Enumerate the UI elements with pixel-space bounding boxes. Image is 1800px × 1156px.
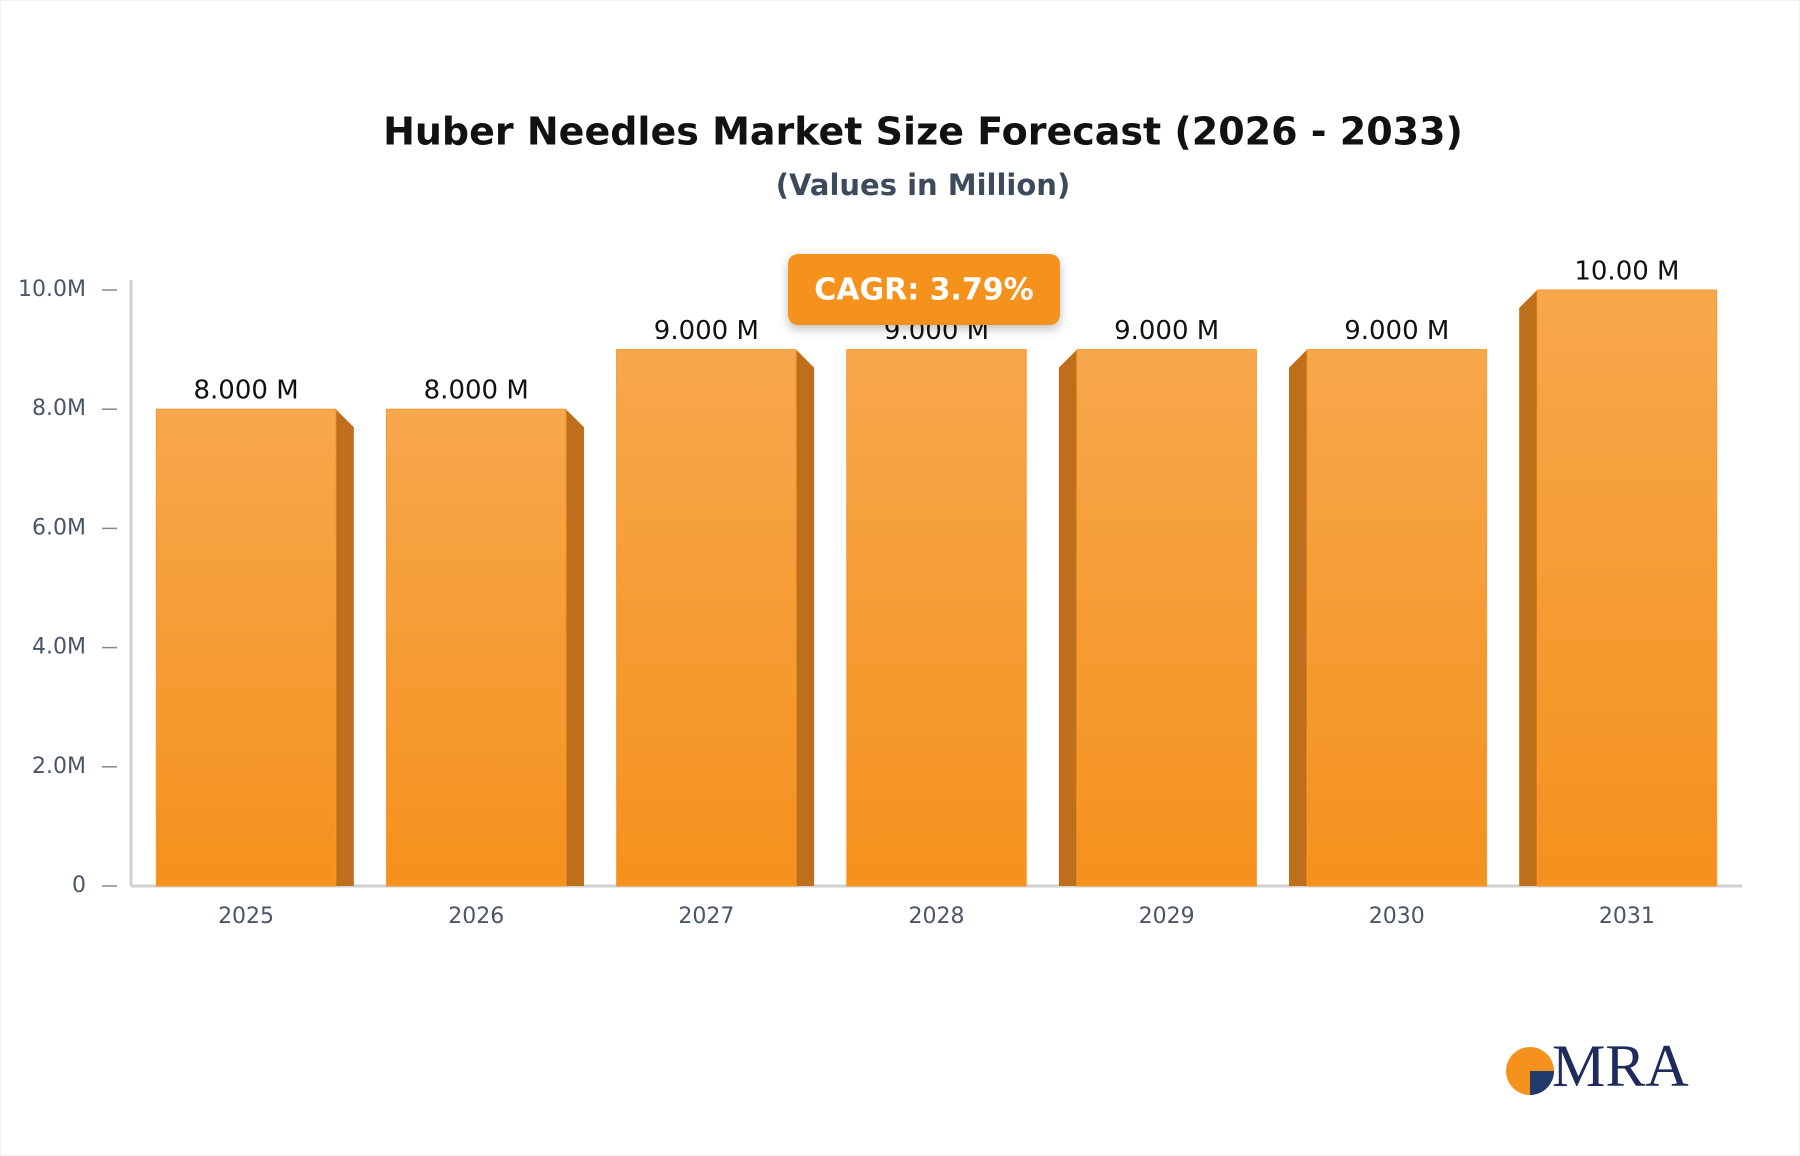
bar xyxy=(1076,349,1257,887)
chart-title: Huber Needles Market Size Forecast (2026… xyxy=(383,110,1463,154)
annotation-layer: CAGR: 3.79% xyxy=(788,254,1060,325)
bar xyxy=(1306,349,1488,887)
bar xyxy=(155,408,337,887)
x-tick-label: 2030 xyxy=(1369,904,1425,929)
bar xyxy=(616,349,797,887)
data-label: 10.00 M xyxy=(1574,257,1679,287)
y-tick-label: 8.0M xyxy=(32,396,86,421)
data-label: 9.000 M xyxy=(654,316,759,346)
logo-icon-slice xyxy=(1530,1071,1554,1095)
bar-side xyxy=(1519,290,1538,886)
bar-side xyxy=(335,409,354,886)
data-label: 8.000 M xyxy=(194,376,299,406)
data-label: 8.000 M xyxy=(424,376,529,406)
annotation: CAGR: 3.79% xyxy=(814,273,1033,308)
x-tick-label: 2031 xyxy=(1599,904,1655,929)
bar-side xyxy=(1289,349,1308,887)
y-tick-label: 2.0M xyxy=(32,754,86,779)
x-tick-label: 2029 xyxy=(1139,904,1195,929)
x-tick-label: 2025 xyxy=(218,904,274,929)
bar xyxy=(385,408,567,887)
plot: 0 2.0M 4.0M 6.0M 8.0M 10.0M 2025 8.000 M 2026 8.0… xyxy=(18,257,1742,929)
y-tick-label: 10.0M xyxy=(18,277,86,302)
bar-side xyxy=(565,409,584,886)
bar-side xyxy=(1058,349,1077,887)
data-label: 9.000 M xyxy=(1344,316,1449,346)
x-tick-label: 2026 xyxy=(448,904,504,929)
chart-subtitle: (Values in Million) xyxy=(776,168,1070,202)
x-tick-label: 2028 xyxy=(909,904,965,929)
annotation-badge xyxy=(788,254,1060,325)
y-tick-label: 6.0M xyxy=(32,515,86,540)
y-tick-label: 0 xyxy=(72,873,86,898)
data-label: 9.000 M xyxy=(1114,316,1219,346)
logo: MRA xyxy=(1506,1033,1689,1099)
y-tick-label: 4.0M xyxy=(32,635,86,660)
bar xyxy=(1536,289,1718,887)
bar xyxy=(846,349,1027,887)
logo-text: MRA xyxy=(1552,1033,1689,1099)
x-tick-label: 2027 xyxy=(678,904,734,929)
bar-side xyxy=(796,349,815,887)
